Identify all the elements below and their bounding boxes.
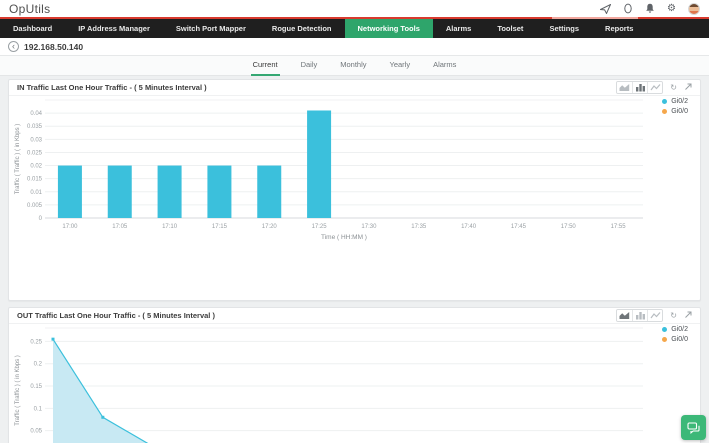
nav-item-dashboard[interactable]: Dashboard — [13, 24, 53, 33]
svg-text:Time ( HH:MM ): Time ( HH:MM ) — [321, 234, 367, 241]
settings-icon[interactable]: ⚙ — [667, 2, 676, 14]
out-traffic-panel: OUT Traffic Last One Hour Traffic - ( 5 … — [8, 307, 701, 443]
refresh-icon[interactable]: ↻ — [670, 310, 677, 320]
chart-type-switcher — [616, 81, 664, 94]
svg-text:0.2: 0.2 — [34, 362, 43, 368]
nav-item-switch-port-mapper[interactable]: Switch Port Mapper — [175, 24, 246, 33]
legend-item[interactable]: Gi0/0 — [662, 108, 688, 115]
in-traffic-panel-header: IN Traffic Last One Hour Traffic - ( 5 M… — [9, 80, 700, 96]
svg-text:Traffic ( Traffic ) ( in Kbps: Traffic ( Traffic ) ( in Kbps ) — [15, 124, 21, 195]
period-tabs: Current Daily Monthly Yearly Alarms — [0, 56, 709, 76]
svg-text:17:30: 17:30 — [361, 224, 377, 230]
nav-item-ip-address-manager[interactable]: IP Address Manager — [78, 24, 150, 33]
notifications-icon[interactable] — [645, 3, 655, 14]
out-traffic-panel-header: OUT Traffic Last One Hour Traffic - ( 5 … — [9, 308, 700, 324]
open-link-icon[interactable] — [684, 311, 692, 321]
svg-text:0.1: 0.1 — [34, 406, 43, 412]
chart-legend: Gi0/2 Gi0/0 — [662, 98, 688, 115]
svg-text:17:25: 17:25 — [312, 224, 328, 230]
nav-item-reports[interactable]: Reports — [605, 24, 634, 33]
svg-text:17:20: 17:20 — [262, 224, 278, 230]
support-chat-button[interactable] — [681, 415, 706, 440]
legend-label: Gi0/0 — [671, 108, 688, 115]
back-icon[interactable]: ‹ — [8, 41, 19, 52]
svg-text:0.25: 0.25 — [30, 339, 42, 345]
svg-text:Traffic ( Traffic ) ( in Kbps: Traffic ( Traffic ) ( in Kbps ) — [15, 355, 21, 426]
device-ip: 192.168.50.140 — [24, 41, 84, 52]
in-traffic-chart-body: Gi0/2 Gi0/0 0 0.005 0.01 0.015 0.02 0.025 0.03… — [9, 96, 700, 251]
svg-text:0.05: 0.05 — [30, 429, 42, 435]
svg-text:17:45: 17:45 — [511, 224, 527, 230]
device-bar: ‹ 192.168.50.140 — [0, 38, 709, 56]
svg-text:17:40: 17:40 — [461, 224, 477, 230]
tab-alarms[interactable]: Alarms — [433, 60, 457, 69]
legend-dot — [662, 99, 668, 104]
nav-item-toolset[interactable]: Toolset — [497, 24, 524, 33]
open-link-icon[interactable] — [684, 83, 692, 93]
svg-text:0.04: 0.04 — [30, 111, 42, 117]
panel-title: OUT Traffic Last One Hour Traffic - ( 5 … — [17, 311, 215, 320]
main-nav: Dashboard IP Address Manager Switch Port… — [0, 19, 709, 38]
out-traffic-chart-body: Gi0/2 Gi0/0 00.050.10.150.20.2517:0017:0… — [9, 324, 700, 443]
header-accent-line — [0, 17, 709, 19]
chat-icon — [687, 421, 700, 434]
nav-item-settings[interactable]: Settings — [549, 24, 580, 33]
chart-type-switcher — [616, 309, 664, 322]
legend-dot — [662, 327, 668, 332]
panel-actions: ↻ — [616, 81, 692, 94]
line-chart-icon[interactable] — [647, 310, 663, 321]
svg-text:0.03: 0.03 — [30, 137, 42, 143]
legend-item[interactable]: Gi0/2 — [662, 326, 688, 333]
top-bar: OpUtils ⚙ — [0, 0, 709, 17]
svg-text:0.02: 0.02 — [30, 164, 42, 170]
nav-item-alarms[interactable]: Alarms — [445, 24, 472, 33]
area-chart-icon[interactable] — [617, 82, 633, 93]
svg-text:17:50: 17:50 — [561, 224, 577, 230]
topbar-icons: ⚙ — [600, 2, 700, 15]
svg-text:17:35: 17:35 — [411, 224, 427, 230]
line-chart-icon[interactable] — [647, 82, 663, 93]
svg-text:0: 0 — [39, 216, 43, 222]
legend-item[interactable]: Gi0/0 — [662, 336, 688, 343]
svg-text:17:10: 17:10 — [162, 224, 178, 230]
tab-daily[interactable]: Daily — [300, 60, 318, 69]
svg-text:17:55: 17:55 — [611, 224, 627, 230]
loading-indicator — [552, 17, 638, 19]
legend-label: Gi0/0 — [671, 336, 688, 343]
in-traffic-chart: 0 0.005 0.01 0.015 0.02 0.025 0.03 0.035 0.04 17:… — [15, 99, 643, 241]
svg-text:17:05: 17:05 — [112, 224, 128, 230]
svg-text:0.15: 0.15 — [30, 384, 42, 390]
refresh-icon[interactable]: ↻ — [670, 82, 677, 92]
nav-item-rogue-detection[interactable]: Rogue Detection — [271, 24, 332, 33]
user-avatar[interactable] — [688, 2, 700, 15]
tab-monthly[interactable]: Monthly — [340, 60, 367, 69]
svg-text:0.01: 0.01 — [30, 190, 42, 196]
svg-text:0.035: 0.035 — [27, 124, 43, 130]
bar-chart-icon[interactable] — [632, 310, 648, 321]
tab-current[interactable]: Current — [250, 60, 280, 76]
in-traffic-panel: IN Traffic Last One Hour Traffic - ( 5 M… — [8, 79, 701, 301]
tab-yearly[interactable]: Yearly — [389, 60, 411, 69]
legend-dot — [662, 109, 668, 114]
svg-text:17:00: 17:00 — [62, 224, 78, 230]
svg-text:0.025: 0.025 — [27, 150, 43, 156]
help-icon[interactable] — [623, 3, 633, 14]
nav-item-networking-tools[interactable]: Networking Tools — [344, 19, 433, 38]
send-icon[interactable] — [600, 3, 612, 14]
legend-label: Gi0/2 — [671, 326, 688, 333]
content-area: IN Traffic Last One Hour Traffic - ( 5 M… — [0, 76, 709, 443]
area-chart-icon[interactable] — [617, 310, 633, 321]
panel-actions: ↻ — [616, 309, 692, 322]
legend-item[interactable]: Gi0/2 — [662, 98, 688, 105]
out-traffic-chart: 00.050.10.150.20.2517:0017:0517:1017:151… — [15, 327, 643, 443]
legend-label: Gi0/2 — [671, 98, 688, 105]
svg-text:17:15: 17:15 — [212, 224, 228, 230]
svg-text:0.005: 0.005 — [27, 203, 43, 209]
app-logo[interactable]: OpUtils — [9, 1, 51, 16]
panel-title: IN Traffic Last One Hour Traffic - ( 5 M… — [17, 83, 207, 92]
svg-text:0.015: 0.015 — [27, 177, 43, 183]
legend-dot — [662, 337, 668, 342]
bar-chart-icon[interactable] — [632, 82, 648, 93]
chart-legend: Gi0/2 Gi0/0 — [662, 326, 688, 343]
